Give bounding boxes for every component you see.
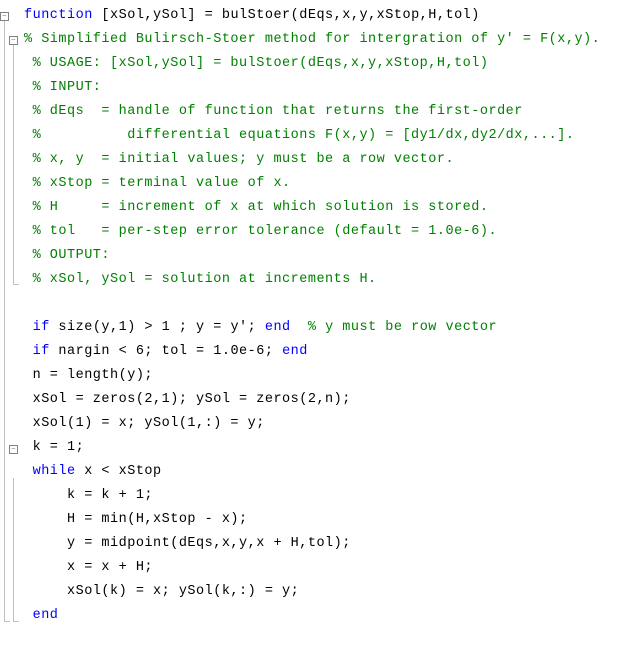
code-token-comment: % x, y = initial values; y must be a row… (24, 152, 454, 167)
code-line: % xStop = terminal value of x. (24, 172, 628, 196)
code-token-text: xSol = zeros(2,1); ySol = zeros(2,n); (24, 392, 351, 407)
code-token-text: H = min(H,xStop - x); (24, 512, 248, 527)
code-line: k = 1; (24, 436, 628, 460)
code-line: % tol = per-step error tolerance (defaul… (24, 220, 628, 244)
code-line: xSol(k) = x; ySol(k,:) = y; (24, 580, 628, 604)
code-token-text: x < xStop (84, 464, 161, 479)
code-line: k = k + 1; (24, 484, 628, 508)
code-line (24, 292, 628, 316)
code-token-keyword: function (24, 8, 101, 23)
code-editor: − − − function [xSol,ySol] = bulStoer(dEqs… (0, 4, 628, 628)
code-token-text (24, 344, 33, 359)
fold-toggle[interactable]: − (9, 36, 18, 45)
code-line: % USAGE: [xSol,ySol] = bulStoer(dEqs,x,y… (24, 52, 628, 76)
code-token-keyword: if (33, 344, 59, 359)
fold-guide (13, 478, 14, 622)
code-token-keyword: if (33, 320, 59, 335)
code-token-text: size(y,1) > 1 ; y = y'; (58, 320, 264, 335)
code-line: function [xSol,ySol] = bulStoer(dEqs,x,y… (24, 4, 628, 28)
code-line: while x < xStop (24, 460, 628, 484)
code-line: xSol = zeros(2,1); ySol = zeros(2,n); (24, 388, 628, 412)
fold-guide-end (4, 621, 10, 622)
code-token-text: y = midpoint(dEqs,x,y,x + H,tol); (24, 536, 351, 551)
fold-toggle[interactable]: − (9, 445, 18, 454)
code-token-text: k = 1; (24, 440, 84, 455)
code-line: if nargin < 6; tol = 1.0e-6; end (24, 340, 628, 364)
code-line: H = min(H,xStop - x); (24, 508, 628, 532)
code-token-text (24, 464, 33, 479)
code-line: % Simplified Bulirsch-Stoer method for i… (24, 28, 628, 52)
code-token-comment: % USAGE: [xSol,ySol] = bulStoer(dEqs,x,y… (24, 56, 488, 71)
code-token-text (24, 608, 33, 623)
code-token-text: xSol(k) = x; ySol(k,:) = y; (24, 584, 299, 599)
code-line: n = length(y); (24, 364, 628, 388)
code-token-text: k = k + 1; (24, 488, 153, 503)
code-line: % xSol, ySol = solution at increments H. (24, 268, 628, 292)
fold-guide (13, 45, 14, 285)
code-token-text: nargin < 6; tol = 1.0e-6; (58, 344, 282, 359)
code-line: % INPUT: (24, 76, 628, 100)
code-token-comment: % y must be row vector (308, 320, 497, 335)
code-token-comment: % Simplified Bulirsch-Stoer method for i… (24, 32, 600, 47)
code-line: % dEqs = handle of function that returns… (24, 100, 628, 124)
code-body: function [xSol,ySol] = bulStoer(dEqs,x,y… (20, 4, 628, 628)
code-line: % x, y = initial values; y must be a row… (24, 148, 628, 172)
code-token-text: [xSol,ySol] = bulStoer(dEqs,x,y,xStop,H,… (101, 8, 479, 23)
code-token-comment: % xStop = terminal value of x. (24, 176, 291, 191)
code-line: xSol(1) = x; ySol(1,:) = y; (24, 412, 628, 436)
fold-guide-end (13, 621, 19, 622)
fold-guide (4, 21, 5, 622)
code-token-keyword: end (33, 608, 59, 623)
code-line: % H = increment of x at which solution i… (24, 196, 628, 220)
code-token-comment: % xSol, ySol = solution at increments H. (24, 272, 377, 287)
code-token-keyword: end (282, 344, 308, 359)
code-line: % OUTPUT: (24, 244, 628, 268)
code-line: end (24, 604, 628, 628)
code-token-comment: % OUTPUT: (24, 248, 110, 263)
fold-gutter: − − − (0, 4, 20, 628)
code-token-text (24, 320, 33, 335)
code-token-text: xSol(1) = x; ySol(1,:) = y; (24, 416, 265, 431)
code-line: y = midpoint(dEqs,x,y,x + H,tol); (24, 532, 628, 556)
code-token-text: x = x + H; (24, 560, 153, 575)
code-token-keyword: while (33, 464, 85, 479)
code-line: if size(y,1) > 1 ; y = y'; end % y must … (24, 316, 628, 340)
code-token-comment: % tol = per-step error tolerance (defaul… (24, 224, 497, 239)
fold-toggle[interactable]: − (0, 12, 9, 21)
code-token-keyword: end (265, 320, 308, 335)
code-line: x = x + H; (24, 556, 628, 580)
code-token-text: n = length(y); (24, 368, 153, 383)
code-token-comment: % INPUT: (24, 80, 101, 95)
code-line: % differential equations F(x,y) = [dy1/d… (24, 124, 628, 148)
code-token-comment: % differential equations F(x,y) = [dy1/d… (24, 128, 574, 143)
code-token-comment: % H = increment of x at which solution i… (24, 200, 488, 215)
code-token-comment: % dEqs = handle of function that returns… (24, 104, 523, 119)
fold-guide-end (13, 284, 19, 285)
